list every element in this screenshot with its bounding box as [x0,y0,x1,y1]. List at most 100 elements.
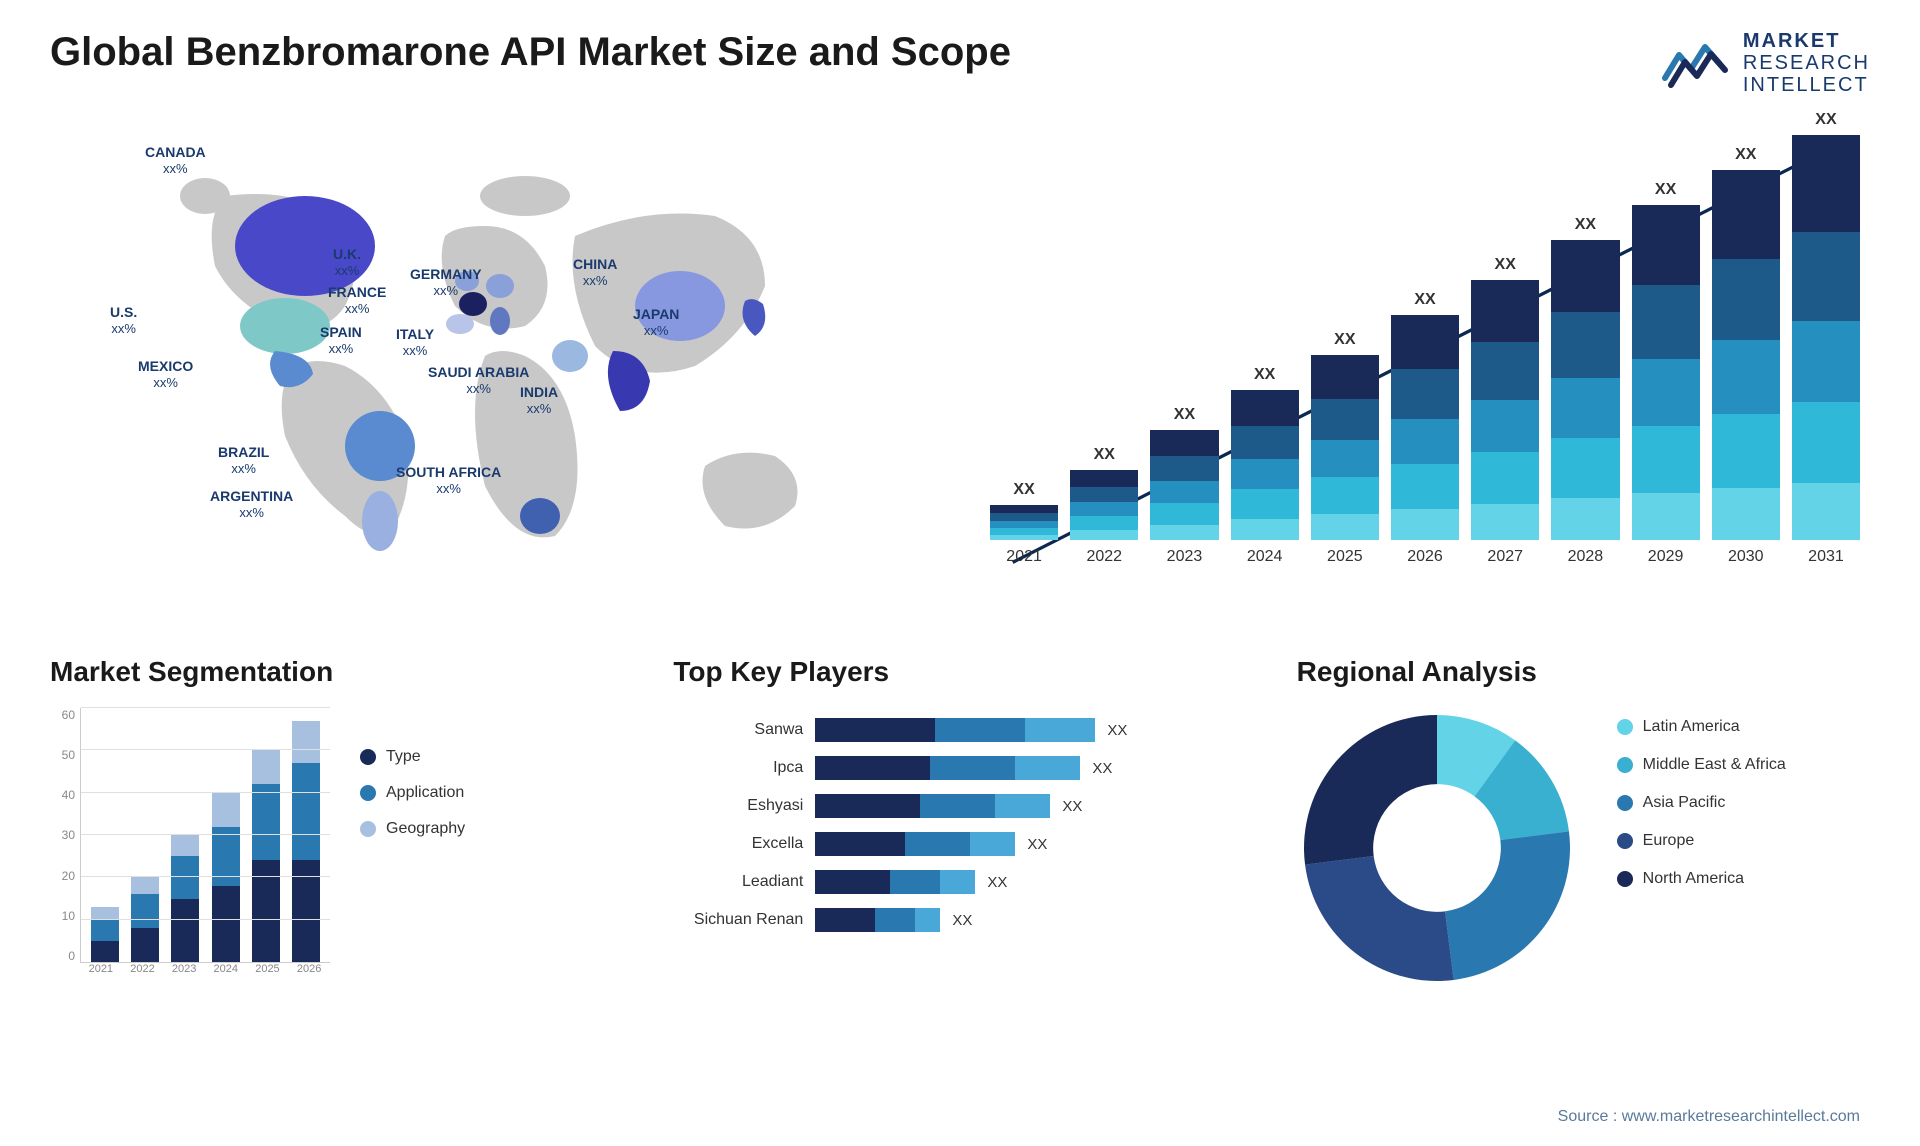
player-row: IpcaXX [673,756,1246,780]
seg-segment [171,835,199,856]
player-bar [815,832,1015,856]
growth-segment [1712,414,1780,488]
seg-ytick: 50 [62,748,75,762]
growth-chart-panel: XX2021XX2022XX2023XX2024XX2025XX2026XX20… [980,126,1870,606]
player-value: XX [1027,836,1047,853]
segmentation-chart: 6050403020100 202120222023202420252026 [50,708,330,988]
growth-segment [990,505,1058,513]
legend-item: Application [360,784,465,802]
seg-segment [212,793,240,827]
player-segment [875,908,915,932]
growth-segment [1311,477,1379,514]
seg-segment [252,784,280,860]
player-segment [905,832,970,856]
growth-bar: XX2023 [1150,406,1218,566]
seg-segment [131,928,159,962]
growth-segment [1471,504,1539,540]
segmentation-content: 6050403020100 202120222023202420252026 T… [50,708,623,988]
growth-bar: XX2027 [1471,256,1539,566]
growth-bar: XX2028 [1551,216,1619,566]
player-bar [815,794,1050,818]
players-title: Top Key Players [673,656,1246,688]
growth-segment [1311,399,1379,440]
growth-bar: XX2026 [1391,291,1459,566]
growth-bar-label: XX [1495,256,1516,274]
seg-segment [212,886,240,962]
growth-x-label: 2030 [1728,548,1764,566]
map-label: BRAZILxx% [218,444,269,476]
player-segment [920,794,995,818]
growth-bar-label: XX [1254,366,1275,384]
map-label: CANADAxx% [145,144,206,176]
growth-segment [1632,285,1700,359]
segmentation-legend: TypeApplicationGeography [360,708,465,988]
legend-item: Geography [360,820,465,838]
growth-x-label: 2023 [1167,548,1203,566]
growth-segment [1712,170,1780,259]
growth-segment [1391,509,1459,541]
growth-bar-stack [1632,205,1700,540]
legend-item: Latin America [1617,718,1786,736]
regional-content: Latin AmericaMiddle East & AfricaAsia Pa… [1297,708,1870,988]
seg-x-labels: 202120222023202420252026 [80,963,330,988]
growth-x-label: 2026 [1407,548,1443,566]
player-row: ExcellaXX [673,832,1246,856]
legend-item: Asia Pacific [1617,794,1786,812]
seg-segment [91,941,119,962]
growth-bar: XX 2031 [1792,111,1860,566]
growth-bar-stack [1311,355,1379,540]
legend-swatch [1617,757,1633,773]
seg-ytick: 40 [62,788,75,802]
players-chart: SanwaXXIpcaXXEshyasiXXExcellaXXLeadiantX… [673,708,1246,932]
growth-segment [1551,498,1619,540]
growth-bar-stack [1391,315,1459,540]
growth-segment [1070,470,1138,487]
player-segment [815,870,890,894]
player-segment [935,718,1025,742]
regional-title: Regional Analysis [1297,656,1870,688]
seg-ytick: 20 [62,869,75,883]
seg-segment [171,899,199,963]
map-label: ITALYxx% [396,326,434,358]
seg-x-label: 2023 [172,963,196,988]
player-row: EshyasiXX [673,794,1246,818]
seg-y-axis: 6050403020100 [50,708,75,963]
growth-bar: XX2025 [1311,331,1379,566]
segmentation-panel: Market Segmentation 6050403020100 202120… [50,656,623,988]
growth-segment [1070,502,1138,516]
logo-text: MARKET RESEARCH INTELLECT [1743,30,1870,96]
seg-ytick: 60 [62,708,75,722]
legend-label: North America [1643,870,1744,888]
growth-segment [990,535,1058,540]
seg-gridline [81,749,330,750]
growth-segment [1311,514,1379,540]
growth-segment [1150,525,1218,540]
growth-bar: XX2022 [1070,446,1138,566]
growth-bar-label: XX [1094,446,1115,464]
seg-plot [80,708,330,963]
player-name: Ipca [673,759,803,777]
growth-segment [1712,340,1780,414]
seg-bar [292,721,320,962]
growth-segment [1150,481,1218,503]
seg-segment [252,750,280,784]
top-row: CANADAxx%U.S.xx%MEXICOxx%BRAZILxx%ARGENT… [50,126,1870,606]
player-bar [815,718,1095,742]
player-bar [815,870,975,894]
map-label: SOUTH AFRICAxx% [396,464,501,496]
growth-segment [1551,378,1619,438]
player-value: XX [987,874,1007,891]
growth-x-label: 2031 [1808,548,1844,566]
logo-icon [1661,33,1731,93]
player-row: Sichuan RenanXX [673,908,1246,932]
growth-bar-label: XX [1655,181,1676,199]
growth-x-label: 2024 [1247,548,1283,566]
growth-segment [1551,240,1619,312]
bottom-row: Market Segmentation 6050403020100 202120… [50,656,1870,988]
growth-x-label: 2028 [1568,548,1604,566]
growth-segment [1712,259,1780,340]
growth-bar-label: XX [1815,111,1836,129]
player-segment [815,908,875,932]
growth-segment [1311,440,1379,477]
seg-ytick: 10 [62,909,75,923]
